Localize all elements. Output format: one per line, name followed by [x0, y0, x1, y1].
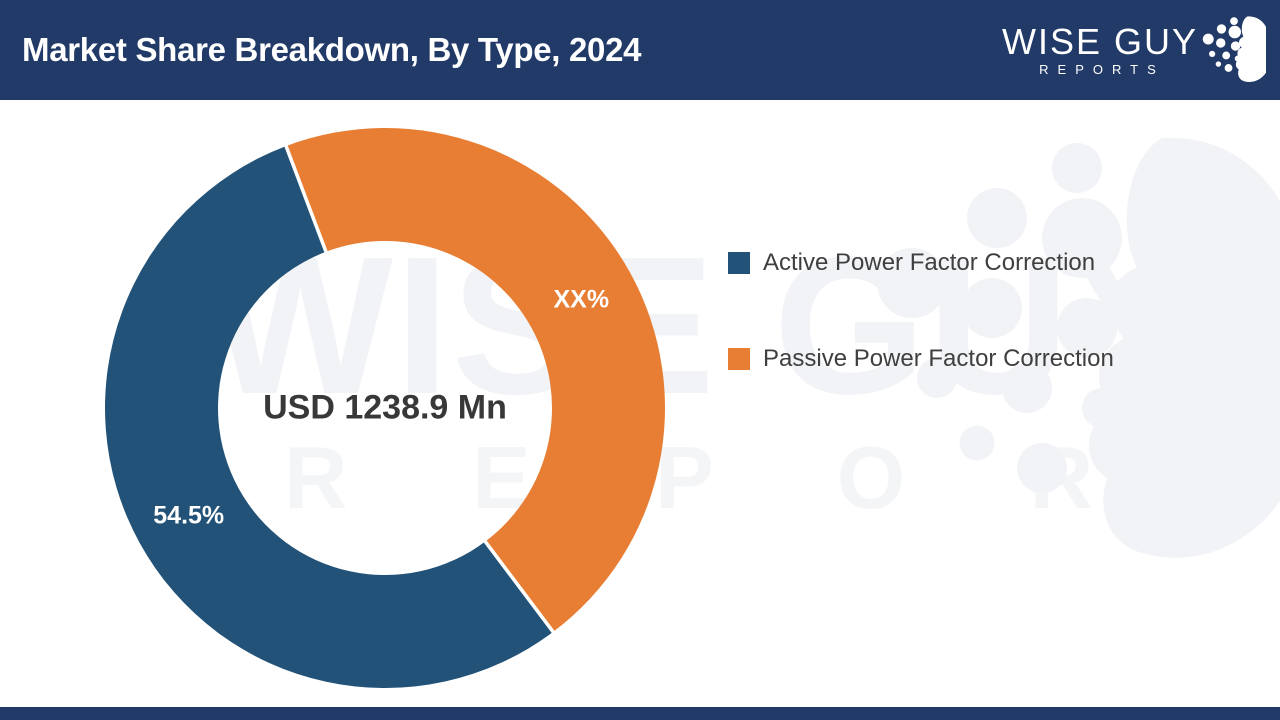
logo-wordmark: WISE GUY	[1001, 21, 1198, 63]
legend-label-active: Active Power Factor Correction	[763, 249, 1096, 276]
footer-bar	[0, 707, 1280, 720]
logo-subtext: REPORTS	[1039, 61, 1165, 77]
legend-item-active: Active Power Factor Correction	[728, 249, 1114, 277]
donut-chart-svg	[105, 128, 665, 688]
wise-guy-reports-logo: WISE GUY REPORTS	[1002, 4, 1266, 96]
legend-swatch-passive	[728, 348, 750, 370]
legend-swatch-active	[728, 252, 750, 274]
logo-face-icon	[1202, 16, 1266, 82]
header-bar: Market Share Breakdown, By Type, 2024 WI…	[0, 0, 1280, 100]
page-title: Market Share Breakdown, By Type, 2024	[22, 31, 642, 68]
slice-label-active: 54.5%	[153, 501, 225, 530]
watermark-face-graphic	[877, 137, 1280, 558]
legend-label-passive: Passive Power Factor Correction	[763, 345, 1114, 372]
slice-label-passive: XX%	[553, 285, 610, 314]
chart-center-value: USD 1238.9 Mn	[263, 388, 507, 427]
donut-chart: 54.5% XX% USD 1238.9 Mn	[105, 128, 665, 688]
chart-legend: Active Power Factor Correction Passive P…	[728, 249, 1114, 373]
legend-item-passive: Passive Power Factor Correction	[728, 345, 1114, 373]
